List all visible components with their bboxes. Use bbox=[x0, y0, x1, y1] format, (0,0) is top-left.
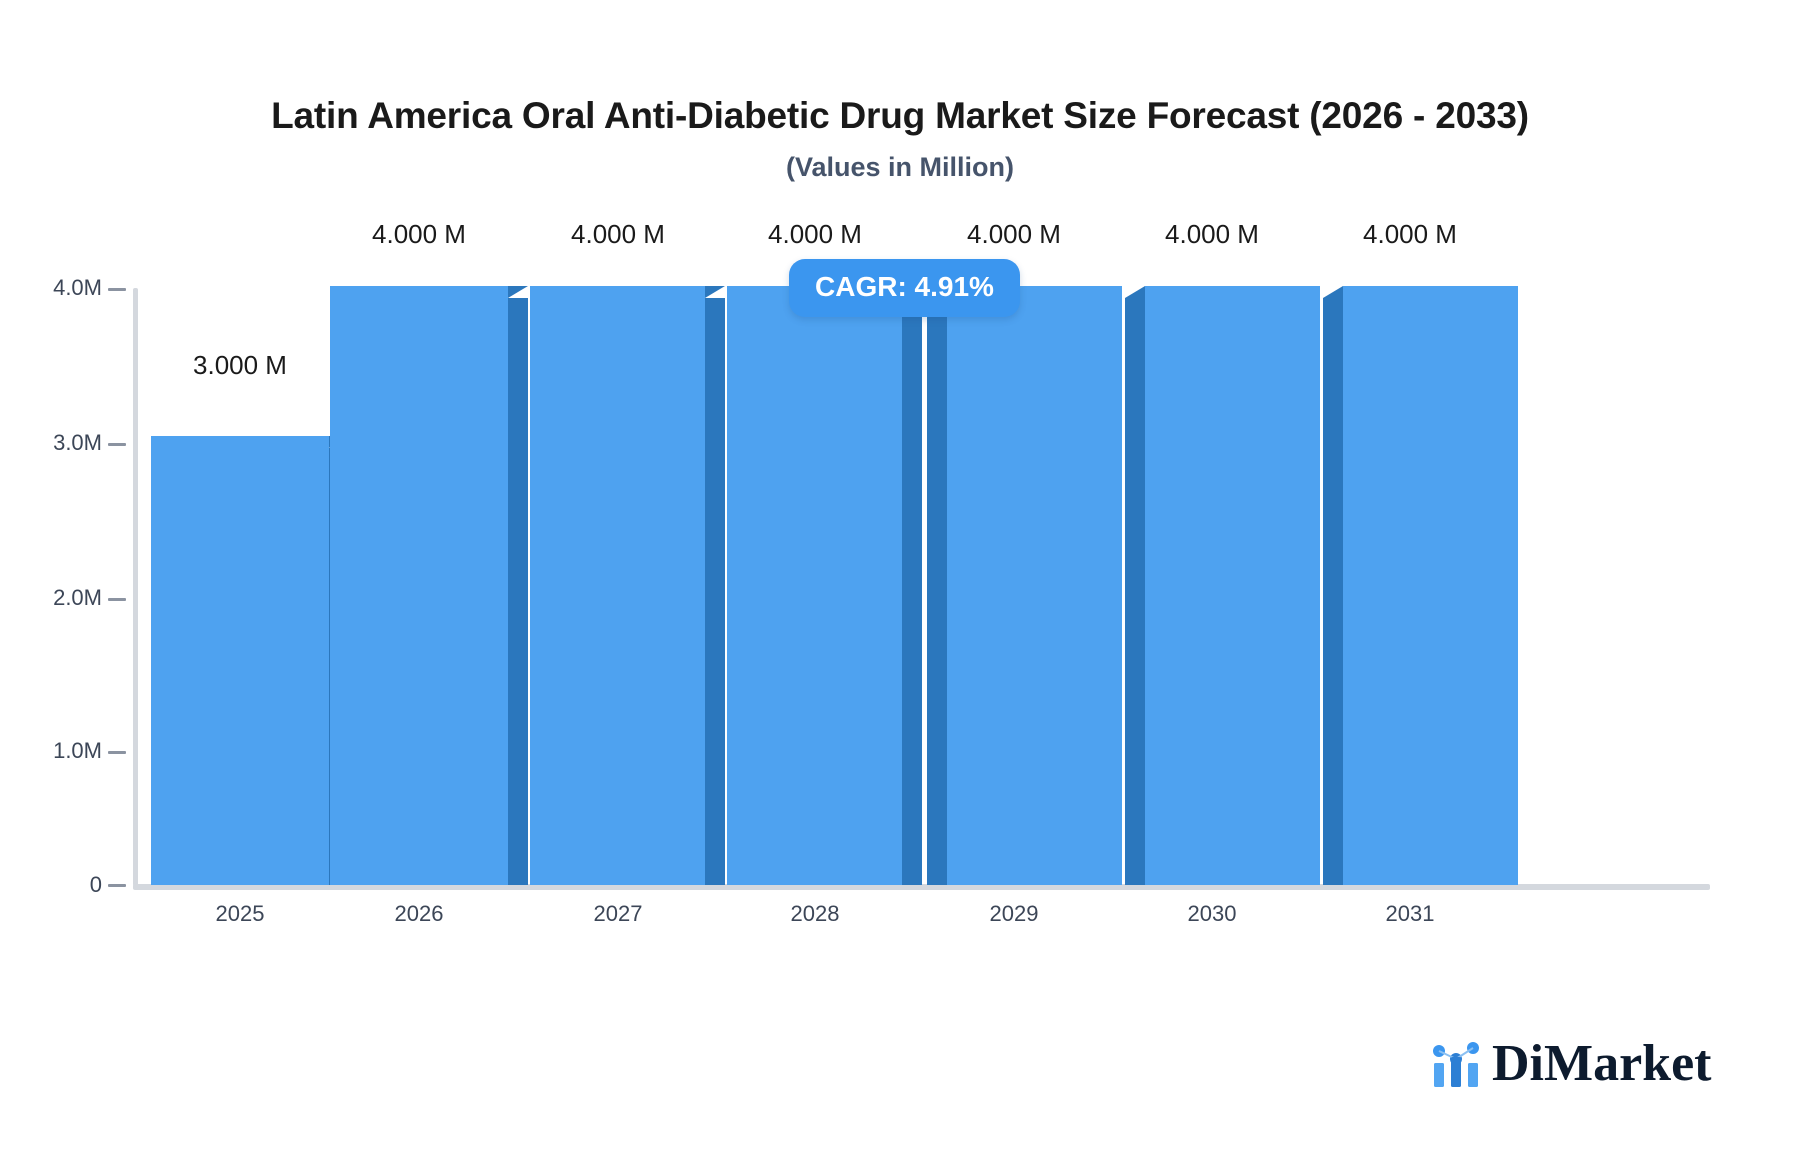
bar-face-2029 bbox=[947, 286, 1122, 885]
bar-face-2030 bbox=[1145, 286, 1320, 885]
bar-face-2031 bbox=[1343, 286, 1518, 885]
bar-face-2025 bbox=[151, 436, 329, 885]
bar-side-2028 bbox=[902, 298, 922, 885]
bar-side-2026 bbox=[508, 298, 528, 885]
bar-side-2029 bbox=[927, 298, 947, 885]
bar-side-2030 bbox=[1125, 298, 1145, 885]
y-tick-label-3: 3.0M bbox=[53, 430, 102, 455]
bar-chart-icon bbox=[1433, 1042, 1479, 1087]
bar-bevel-2031 bbox=[1323, 286, 1343, 298]
bar-side-2031 bbox=[1323, 298, 1343, 885]
y-tick-label-4: 4.0M bbox=[53, 275, 102, 300]
x-tick-label-2028: 2028 bbox=[790, 901, 840, 926]
x-tick-label-2026: 2026 bbox=[394, 901, 444, 926]
y-tick-dash-0 bbox=[108, 884, 126, 887]
bar-side-2027 bbox=[705, 298, 725, 885]
bar-bevel-2027 bbox=[705, 286, 725, 298]
logo-wordmark: DiMarket bbox=[1492, 1035, 1712, 1092]
y-tick-label-0: 0 bbox=[89, 872, 102, 897]
bar-value-2028: 4.000 M bbox=[768, 219, 862, 249]
page-title: Latin America Oral Anti-Diabetic Drug Ma… bbox=[271, 95, 1529, 136]
x-axis-line bbox=[133, 884, 1710, 890]
y-axis-line bbox=[133, 288, 138, 886]
y-tick-dash-3 bbox=[108, 443, 126, 446]
bar-value-2030: 4.000 M bbox=[1165, 219, 1259, 249]
bar-value-2025: 3.000 M bbox=[193, 350, 287, 380]
y-tick-dash-2 bbox=[108, 598, 126, 601]
bar-face-2028 bbox=[727, 286, 902, 885]
bar-value-2031: 4.000 M bbox=[1363, 219, 1457, 249]
chart-header: Latin America Oral Anti-Diabetic Drug Ma… bbox=[0, 95, 1800, 182]
x-tick-label-2029: 2029 bbox=[989, 901, 1039, 926]
bar-value-2029: 4.000 M bbox=[967, 219, 1061, 249]
x-tick-label-2027: 2027 bbox=[593, 901, 643, 926]
bar-value-2027: 4.000 M bbox=[571, 219, 665, 249]
chart-subtitle: (Values in Million) bbox=[785, 151, 1015, 182]
y-tick-dash-1 bbox=[108, 751, 126, 754]
y-tick-dash-4 bbox=[108, 288, 126, 291]
brand-logo: DiMarket bbox=[1432, 1038, 1711, 1090]
x-tick-label-2030: 2030 bbox=[1187, 901, 1237, 926]
bar-bevel-2030 bbox=[1125, 286, 1145, 298]
bar-bevel-2026 bbox=[508, 286, 528, 298]
bar-face-2027 bbox=[530, 286, 705, 885]
y-tick-label-1: 1.0M bbox=[53, 738, 102, 763]
x-tick-label-2031: 2031 bbox=[1385, 901, 1435, 926]
cagr-badge[interactable]: CAGR: 4.91% bbox=[789, 259, 1020, 317]
x-tick-label-2025: 2025 bbox=[215, 901, 265, 926]
bar-face-2026 bbox=[330, 286, 508, 885]
y-tick-label-2: 2.0M bbox=[53, 585, 102, 610]
bar-value-2026: 4.000 M bbox=[372, 219, 466, 249]
